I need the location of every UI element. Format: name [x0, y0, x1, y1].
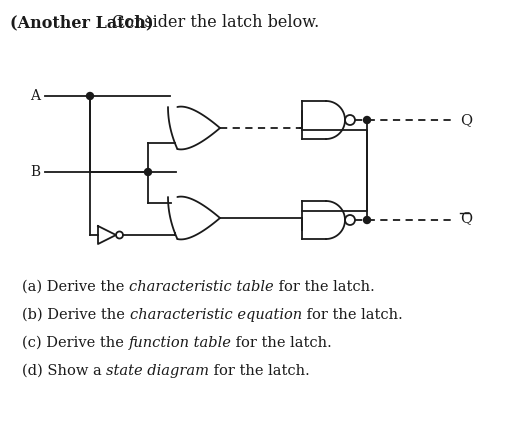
Text: function table: function table [129, 336, 231, 350]
Text: (a) Derive the: (a) Derive the [22, 280, 129, 294]
Text: (Another Latch): (Another Latch) [10, 14, 153, 31]
Text: for the latch.: for the latch. [209, 364, 310, 378]
Text: (b) Derive the: (b) Derive the [22, 308, 130, 322]
Circle shape [86, 92, 94, 100]
Text: A: A [30, 89, 40, 103]
Text: characteristic equation: characteristic equation [130, 308, 302, 322]
Text: for the latch.: for the latch. [274, 280, 374, 294]
Text: characteristic table: characteristic table [129, 280, 274, 294]
Text: Q: Q [460, 113, 472, 127]
Circle shape [144, 168, 152, 176]
Text: for the latch.: for the latch. [302, 308, 402, 322]
Text: Q: Q [460, 211, 472, 225]
Text: for the latch.: for the latch. [231, 336, 332, 350]
Text: (d) Show a: (d) Show a [22, 364, 106, 378]
Circle shape [363, 217, 370, 223]
Text: Consider the latch below.: Consider the latch below. [107, 14, 319, 31]
Text: state diagram: state diagram [106, 364, 209, 378]
Circle shape [363, 117, 370, 123]
Text: (c) Derive the: (c) Derive the [22, 336, 129, 350]
Text: B: B [30, 165, 40, 179]
